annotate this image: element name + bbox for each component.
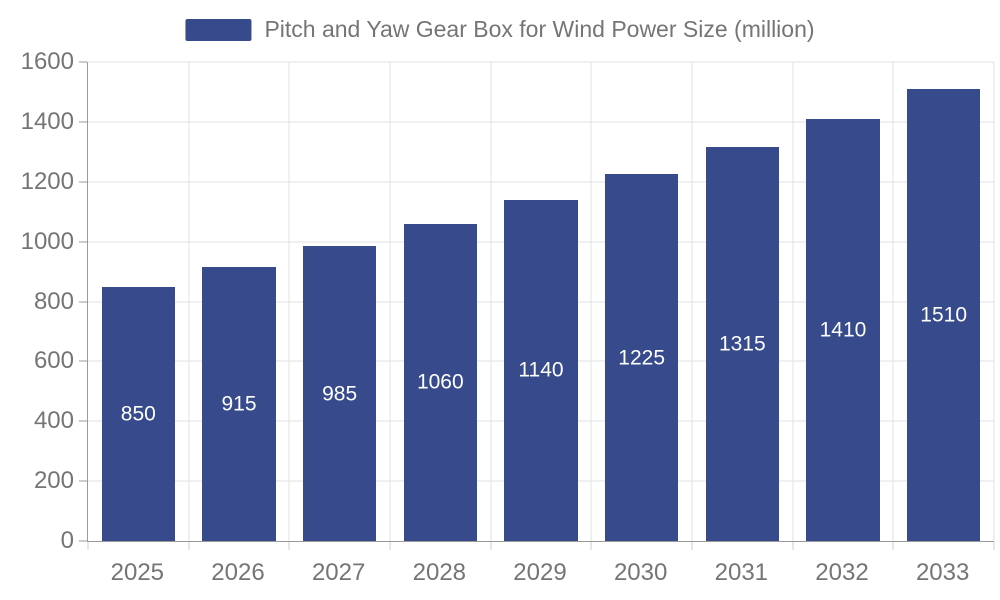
legend-label: Pitch and Yaw Gear Box for Wind Power Si… (264, 16, 815, 42)
y-tick-label: 200 (33, 467, 74, 495)
gridline-vertical (792, 62, 794, 541)
gridline-vertical (892, 62, 894, 541)
x-tick-label: 2028 (412, 559, 467, 586)
x-tick-label: 2026 (211, 559, 265, 586)
gridline-vertical (288, 62, 290, 541)
y-tick-label: 1000 (20, 227, 74, 255)
gridline-vertical (490, 62, 492, 541)
plot-area: 850 915 985 1060 1140 1225 1315 1410 1510 (79, 61, 995, 550)
y-axis-tick (79, 301, 87, 302)
bar-value-label: 1510 (920, 303, 967, 327)
y-axis-tick (79, 420, 87, 422)
x-axis-tick (490, 542, 492, 550)
x-axis-labels: 2025 2026 2027 2028 2029 2030 2031 2032 2033 (87, 559, 993, 589)
bar-value-label: 985 (322, 382, 358, 406)
bar-value-label: 1410 (819, 318, 867, 342)
bar-value-label: 1140 (518, 358, 564, 382)
bar-value-label: 850 (120, 402, 156, 426)
gridline-horizontal (88, 121, 994, 123)
y-axis-tick (79, 121, 87, 123)
bar: 915 (202, 267, 276, 541)
y-axis-tick (79, 360, 87, 362)
y-tick-label: 0 (60, 527, 74, 554)
y-tick-label: 800 (33, 287, 74, 315)
bar: 1060 (403, 223, 477, 541)
x-axis-tick (590, 542, 592, 550)
x-tick-label: 2027 (311, 559, 366, 586)
x-tick-label: 2025 (110, 559, 165, 586)
bar: 1510 (907, 88, 981, 541)
bar-value-label: 1225 (618, 346, 665, 370)
bar: 1225 (605, 174, 679, 541)
y-axis-tick (79, 540, 87, 542)
x-axis-tick (792, 542, 794, 550)
x-axis-tick (188, 542, 190, 550)
y-tick-label: 400 (33, 407, 74, 435)
x-axis-tick (892, 542, 894, 550)
x-tick-label: 2031 (714, 559, 769, 586)
y-axis-labels: 0 200 400 600 800 1000 1200 1400 1600 (0, 50, 74, 553)
y-axis-tick (79, 181, 87, 183)
gridline-vertical (590, 62, 592, 541)
bar: 985 (303, 246, 377, 541)
x-tick-label: 2030 (613, 559, 668, 586)
x-axis-tick (691, 542, 693, 550)
x-axis-tick (288, 542, 290, 550)
x-axis-tick (993, 542, 995, 550)
y-tick-label: 1200 (20, 167, 74, 195)
y-tick-label: 600 (33, 347, 74, 375)
bar: 1140 (504, 199, 578, 541)
y-axis-tick (79, 61, 87, 63)
gridline-horizontal (88, 61, 994, 63)
legend-swatch-icon (185, 18, 252, 41)
y-axis-tick (79, 241, 87, 243)
gridline-horizontal (88, 181, 994, 183)
x-tick-label: 2029 (513, 559, 567, 586)
bar-value-label: 1315 (718, 332, 766, 356)
y-tick-label: 1400 (20, 107, 74, 135)
gridline-vertical (993, 62, 995, 541)
bar: 1315 (705, 147, 779, 541)
gridline-vertical (188, 62, 190, 541)
x-axis-tick (389, 542, 391, 550)
gridline-vertical (691, 62, 693, 541)
y-tick-label: 1600 (20, 48, 74, 75)
y-axis-tick (79, 480, 87, 482)
x-tick-label: 2032 (815, 559, 869, 586)
bar-value-label: 1060 (416, 370, 464, 394)
bar: 1410 (806, 118, 880, 541)
gridline-vertical (389, 62, 391, 541)
legend[interactable]: Pitch and Yaw Gear Box for Wind Power Si… (185, 16, 815, 43)
x-tick-label: 2033 (915, 559, 970, 586)
x-axis-tick (87, 542, 89, 550)
bar: 850 (101, 286, 175, 541)
bar-value-label: 915 (221, 392, 257, 416)
